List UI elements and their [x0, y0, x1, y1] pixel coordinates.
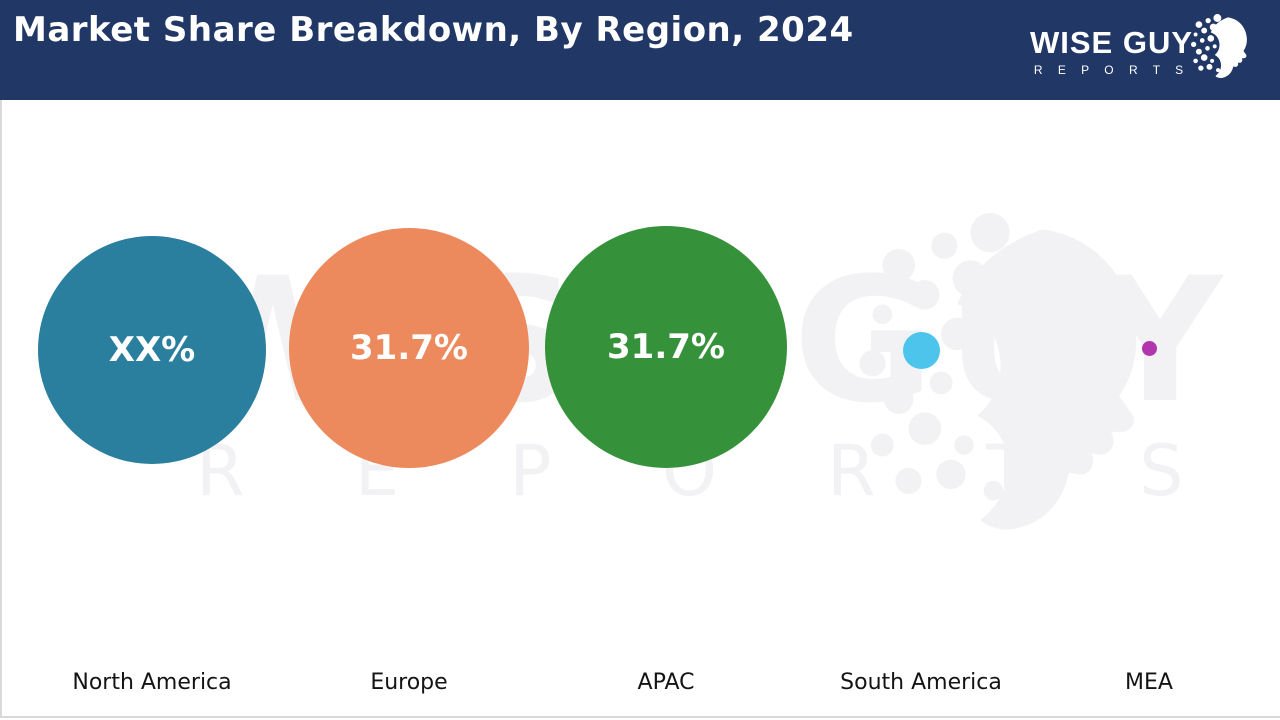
chart-bottom-edge: [0, 716, 1280, 718]
bubble-north-america: XX%: [38, 236, 266, 464]
region-label-north-america: North America: [72, 670, 232, 695]
logo-head-icon: [1190, 14, 1247, 78]
watermark-head-icon: [859, 213, 1137, 530]
logo-wordmark-line1: WISE GUY: [1030, 25, 1194, 60]
logo-wordmark-line2: R E P O R T S: [1033, 63, 1190, 77]
bubble-value-label: 31.7%: [350, 328, 468, 368]
wise-guy-logo: WISE GUY R E P O R T S: [1030, 6, 1270, 96]
region-label-south-america: South America: [840, 670, 1002, 695]
bubble-apac: 31.7%: [545, 226, 787, 468]
bubble-value-label: XX%: [108, 330, 196, 370]
logo-wordmark: WISE GUY R E P O R T S: [1030, 25, 1193, 77]
header: Market Share Breakdown, By Region, 2024 …: [0, 0, 1280, 100]
chart-area: WISE GUY R E P O R T S XX% 31.7% 31.7% N…: [0, 100, 1280, 720]
page-title: Market Share Breakdown, By Region, 2024: [13, 10, 854, 50]
bubble-south-america: [902, 331, 940, 369]
bubble-value-label: 31.7%: [607, 327, 725, 367]
bubble-mea: [1141, 340, 1157, 356]
chart-left-edge: [0, 100, 2, 718]
bubble-europe: 31.7%: [289, 228, 529, 468]
region-label-europe: Europe: [370, 670, 448, 695]
region-label-mea: MEA: [1125, 670, 1173, 695]
region-label-apac: APAC: [637, 670, 695, 695]
